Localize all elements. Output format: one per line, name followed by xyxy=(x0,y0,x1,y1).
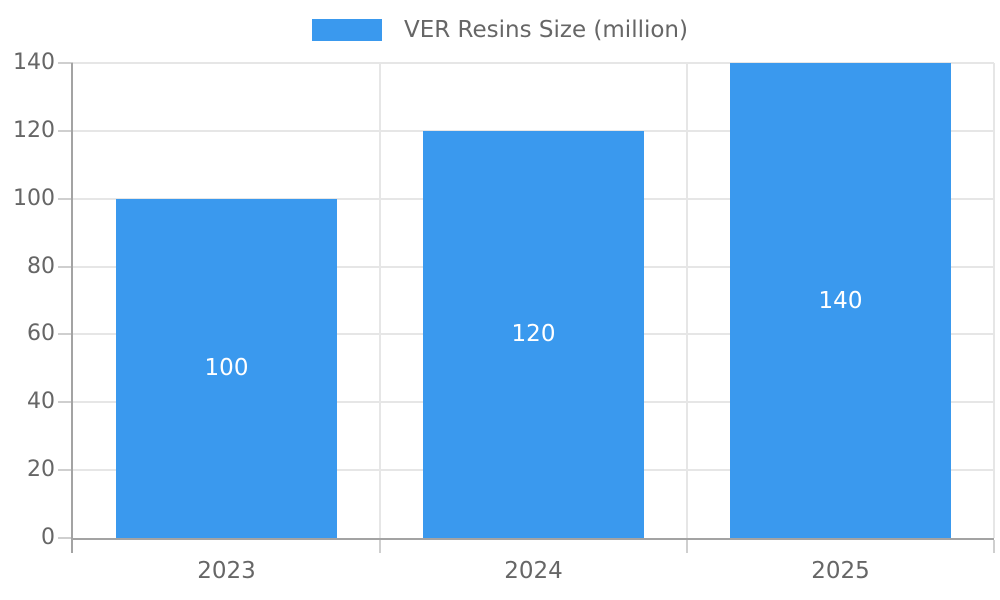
y-axis-label: 60 xyxy=(27,321,55,347)
y-axis-label: 120 xyxy=(13,117,55,143)
x-axis-label: 2023 xyxy=(197,558,256,584)
x-axis-tick-mark xyxy=(993,540,995,553)
bar-2023[interactable] xyxy=(116,198,337,538)
bar-value-label: 120 xyxy=(511,321,556,348)
y-axis-tick-mark xyxy=(58,537,73,539)
y-axis-tick-mark xyxy=(58,197,73,200)
bar-2025[interactable] xyxy=(730,63,951,538)
gridline-horizontal xyxy=(73,62,994,64)
y-axis-tick-mark xyxy=(58,129,73,132)
legend-item[interactable]: VER Resins Size (million) xyxy=(312,17,688,43)
gridline-vertical xyxy=(686,63,688,538)
x-axis-label: 2025 xyxy=(811,558,870,584)
bar-value-label: 140 xyxy=(818,287,863,314)
y-axis-tick-mark xyxy=(58,469,73,472)
gridline-vertical xyxy=(379,63,381,538)
x-axis-line xyxy=(71,538,994,540)
y-axis-label: 40 xyxy=(27,389,55,415)
y-axis-label: 0 xyxy=(41,525,55,550)
y-axis-tick-mark xyxy=(58,401,73,404)
bar-2024[interactable] xyxy=(423,130,644,538)
y-axis-tick-mark xyxy=(58,333,73,336)
y-axis-label: 100 xyxy=(13,185,55,211)
x-axis-label: 2024 xyxy=(504,558,563,584)
x-axis-tick-mark xyxy=(379,540,381,553)
y-axis-label: 140 xyxy=(13,50,55,75)
gridline-vertical xyxy=(993,63,995,538)
bar-value-label: 100 xyxy=(204,355,249,382)
y-axis-line xyxy=(71,63,73,553)
y-axis-label: 80 xyxy=(27,253,55,279)
legend-label: VER Resins Size (million) xyxy=(404,17,688,43)
y-axis-label: 20 xyxy=(27,457,55,483)
y-axis-tick-mark xyxy=(58,265,73,268)
y-axis-tick-mark xyxy=(58,62,73,64)
legend-swatch-icon xyxy=(312,19,382,41)
x-axis-tick-mark xyxy=(686,540,688,553)
